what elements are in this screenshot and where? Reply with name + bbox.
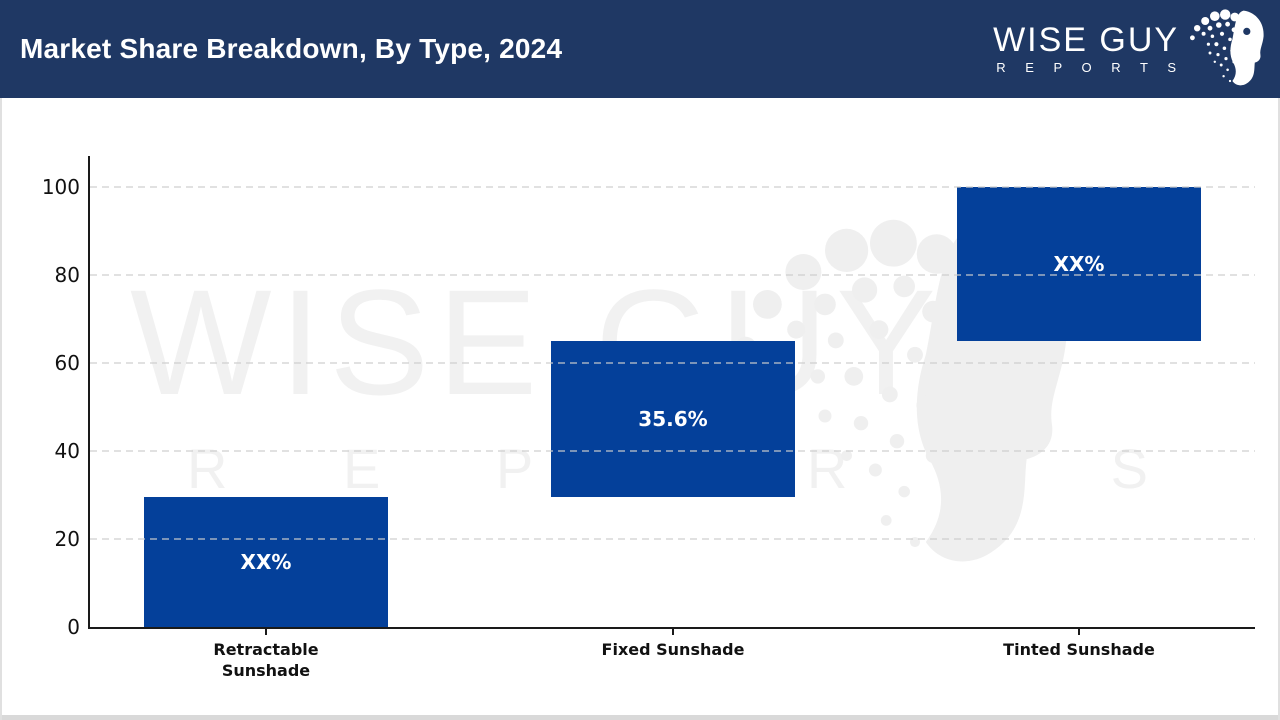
ytick-label-40: 40 bbox=[54, 439, 80, 463]
bar-tinted-sunshade bbox=[957, 187, 1201, 341]
ytick-label-20: 20 bbox=[54, 527, 80, 551]
bar-fixed-sunshade bbox=[551, 340, 795, 498]
bottom-border-strip bbox=[2, 715, 1278, 720]
page-title: Market Share Breakdown, By Type, 2024 bbox=[20, 33, 563, 64]
logo-subtext: R E P O R T S bbox=[996, 60, 1184, 76]
xtick-fixed-sunshade bbox=[672, 629, 674, 635]
gridline-80 bbox=[90, 274, 1255, 276]
xtick-label-tinted-sunshade: Tinted Sunshade bbox=[1003, 640, 1155, 659]
ytick-label-60: 60 bbox=[54, 351, 80, 375]
ytick-label-100: 100 bbox=[41, 175, 80, 199]
logo-word: WISE GUY bbox=[993, 20, 1180, 59]
chart-area: WISE GUY R E P O R T S bbox=[0, 98, 1280, 720]
ytick-label-0: 0 bbox=[67, 615, 80, 639]
bar-value-label-tinted-sunshade: XX% bbox=[1053, 251, 1105, 276]
xtick-label-fixed-sunshade: Fixed Sunshade bbox=[601, 640, 745, 659]
ytick-label-80: 80 bbox=[54, 263, 80, 287]
header: Market Share Breakdown, By Type, 2024 WI… bbox=[0, 0, 1280, 98]
xtick-label-retractable-sunshade: Retractable Sunshade bbox=[213, 640, 319, 680]
xtick-retractable-sunshade bbox=[265, 629, 267, 635]
logo-face-icon bbox=[1190, 9, 1264, 86]
y-axis-spine bbox=[88, 156, 90, 629]
gridline-20 bbox=[90, 538, 1255, 540]
gridline-60 bbox=[90, 362, 1255, 364]
xtick-tinted-sunshade bbox=[1078, 629, 1080, 635]
gridline-40 bbox=[90, 450, 1255, 452]
gridline-100 bbox=[90, 186, 1255, 188]
wise-guy-logo: WISE GUY R E P O R T S bbox=[988, 8, 1266, 90]
logo-eye-dot bbox=[1243, 27, 1251, 35]
bar-retractable-sunshade bbox=[144, 497, 388, 627]
bar-value-label-retractable-sunshade: XX% bbox=[240, 550, 292, 575]
bar-value-label-fixed-sunshade: 35.6% bbox=[638, 406, 708, 431]
logo-wordmark: WISE GUY R E P O R T S bbox=[988, 20, 1184, 76]
x-axis-spine bbox=[88, 627, 1255, 629]
